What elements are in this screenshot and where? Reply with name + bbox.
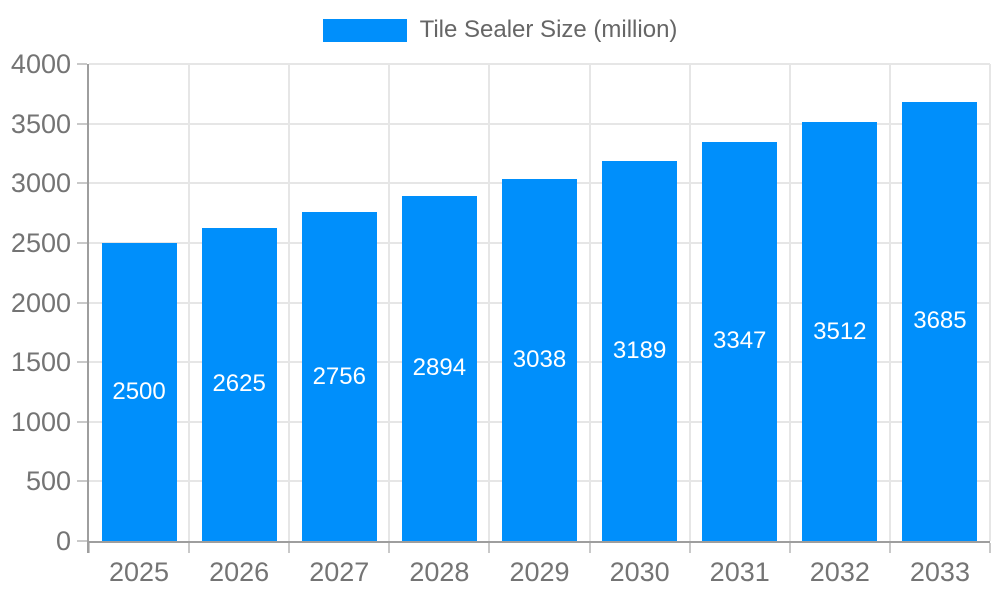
x-axis-tick xyxy=(588,543,591,553)
bar[interactable] xyxy=(702,141,778,541)
legend-swatch-icon xyxy=(322,18,407,42)
y-tick-label: 3000 xyxy=(10,168,71,199)
gridline-vertical xyxy=(688,64,691,541)
y-axis-tick xyxy=(77,540,87,542)
y-axis-tick xyxy=(77,182,87,185)
x-axis-tick xyxy=(488,543,491,553)
x-tick-label: 2033 xyxy=(909,557,970,587)
gridline-vertical xyxy=(989,64,991,541)
y-axis-tick xyxy=(77,241,87,244)
legend-item[interactable]: Tile Sealer Size (million) xyxy=(322,16,678,44)
bar-value-label: 2894 xyxy=(412,354,467,382)
bar-value-label: 3347 xyxy=(713,327,767,355)
y-tick-label: 0 xyxy=(55,526,71,556)
gridline-vertical xyxy=(888,64,891,541)
legend-label: Tile Sealer Size (million) xyxy=(419,16,678,43)
bar-value-label: 3685 xyxy=(913,307,967,335)
x-axis-tick xyxy=(388,543,391,553)
y-tick-label: 500 xyxy=(25,466,71,497)
x-axis-tick xyxy=(188,543,191,553)
y-axis-tick xyxy=(77,361,87,364)
y-tick-label: 4000 xyxy=(10,49,71,79)
x-tick-label: 2029 xyxy=(509,557,570,587)
bar-value-label: 2756 xyxy=(312,362,366,390)
gridline-vertical xyxy=(188,64,191,541)
x-axis-tick xyxy=(88,543,90,553)
y-axis-tick xyxy=(77,122,87,125)
bar[interactable] xyxy=(301,212,377,541)
bar[interactable] xyxy=(201,227,277,541)
bar[interactable] xyxy=(602,160,678,541)
x-tick-label: 2030 xyxy=(609,557,670,587)
x-tick-label: 2031 xyxy=(709,557,770,587)
bar-value-label: 3512 xyxy=(813,317,867,345)
bar[interactable] xyxy=(802,122,878,541)
y-axis-tick xyxy=(77,480,87,483)
y-axis-line xyxy=(87,64,89,553)
x-tick-label: 2025 xyxy=(109,557,170,587)
y-tick-label: 3500 xyxy=(10,108,71,139)
bar[interactable] xyxy=(401,195,477,541)
x-tick-label: 2028 xyxy=(409,557,470,587)
gridline-horizontal xyxy=(89,122,990,125)
y-axis-tick xyxy=(77,63,87,65)
bar[interactable] xyxy=(502,178,577,541)
bar-value-label: 3189 xyxy=(612,336,667,364)
x-tick-label: 2026 xyxy=(209,557,270,587)
gridline-horizontal xyxy=(89,63,990,65)
x-axis-tick xyxy=(788,543,791,553)
gridline-vertical xyxy=(588,64,591,541)
y-axis-tick xyxy=(77,420,87,423)
legend: Tile Sealer Size (million) xyxy=(0,16,1000,44)
y-tick-label: 2500 xyxy=(10,227,71,258)
y-tick-label: 1000 xyxy=(10,406,71,437)
x-axis-tick xyxy=(888,543,891,553)
gridline-vertical xyxy=(288,64,291,541)
bar-value-label: 2625 xyxy=(212,370,266,398)
bar[interactable] xyxy=(101,242,177,541)
bar-value-label: 2500 xyxy=(112,377,166,405)
gridline-vertical xyxy=(788,64,791,541)
bar[interactable] xyxy=(902,101,978,541)
x-axis-tick xyxy=(688,543,691,553)
bar-value-label: 3038 xyxy=(512,345,567,373)
x-axis-line xyxy=(87,541,990,543)
x-axis-tick xyxy=(288,543,291,553)
x-axis-tick xyxy=(989,543,991,553)
x-tick-label: 2032 xyxy=(809,557,870,587)
gridline-vertical xyxy=(488,64,491,541)
y-axis-tick xyxy=(77,301,87,304)
x-tick-label: 2027 xyxy=(309,557,370,587)
gridline-vertical xyxy=(388,64,391,541)
y-tick-label: 1500 xyxy=(10,347,71,378)
y-tick-label: 2000 xyxy=(10,287,71,318)
